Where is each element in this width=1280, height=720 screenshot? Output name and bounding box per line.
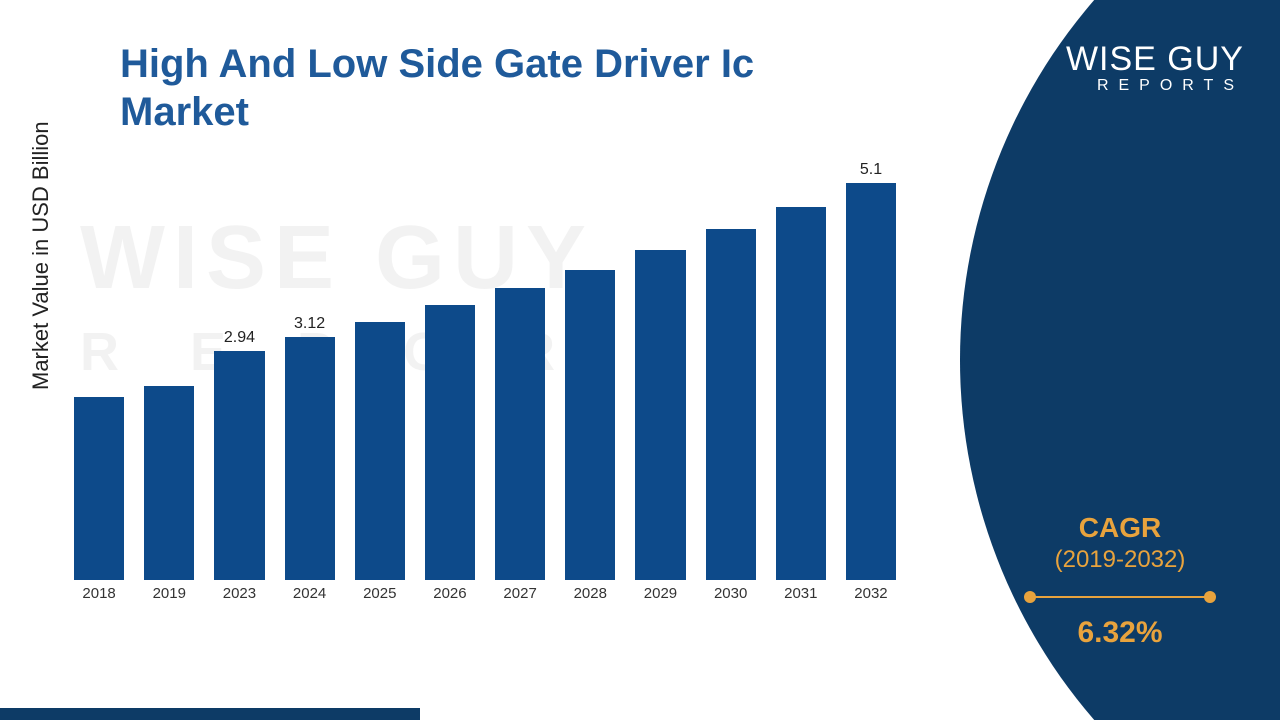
brand-logo-main: WISE GUY [1066,40,1244,79]
cagr-divider [1030,596,1210,598]
bar-wrap [565,160,615,580]
cagr-box: CAGR (2019-2032) 6.32% [1010,512,1230,650]
x-tick-label: 2026 [425,585,475,602]
cagr-value: 6.32% [1010,616,1230,650]
x-tick-label: 2025 [355,585,405,602]
bar-wrap: 2.94 [214,160,264,580]
bars-container: 2.94 3.12 5.1 [70,160,900,580]
bar [565,270,615,580]
x-tick-label: 2032 [846,585,896,602]
x-tick-label: 2029 [635,585,685,602]
bar [285,337,335,580]
bar [846,183,896,580]
x-tick-label: 2031 [776,585,826,602]
bar-wrap: 3.12 [285,160,335,580]
x-tick-label: 2030 [706,585,756,602]
infographic-canvas: WISE GUY R E P O R T S High And Low Side… [0,0,1280,720]
bar-wrap [495,160,545,580]
x-tick-label: 2019 [144,585,194,602]
bar-wrap [144,160,194,580]
bar-chart: 2.94 3.12 5.1 [70,160,900,580]
bar [635,250,685,580]
bar-wrap: 5.1 [846,160,896,580]
bar-wrap [355,160,405,580]
x-tick-label: 2018 [74,585,124,602]
brand-logo: WISE GUY REPORTS [1066,40,1244,95]
bar [495,288,545,580]
bar-value-label: 5.1 [860,161,882,179]
bottom-accent-bar [0,708,420,720]
bar [776,207,826,580]
bar-wrap [74,160,124,580]
bar-wrap [706,160,756,580]
x-tick-label: 2028 [565,585,615,602]
cagr-range: (2019-2032) [1010,546,1230,574]
bar [425,305,475,580]
cagr-label: CAGR [1010,512,1230,544]
y-axis-label: Market Value in USD Billion [28,121,54,390]
bar-value-label: 3.12 [294,315,325,333]
bar [355,322,405,580]
x-tick-label: 2024 [285,585,335,602]
chart-title: High And Low Side Gate Driver Ic Market [120,40,840,136]
x-tick-label: 2023 [214,585,264,602]
brand-logo-sub: REPORTS [1066,77,1244,95]
x-tick-label: 2027 [495,585,545,602]
bar [144,386,194,580]
x-axis-labels: 2018 2019 2023 2024 2025 2026 2027 2028 2029 2030… [70,585,900,602]
bar [706,229,756,580]
bar [214,351,264,580]
bar-wrap [776,160,826,580]
bar [74,397,124,580]
bar-value-label: 2.94 [224,329,255,347]
bar-wrap [635,160,685,580]
bar-wrap [425,160,475,580]
